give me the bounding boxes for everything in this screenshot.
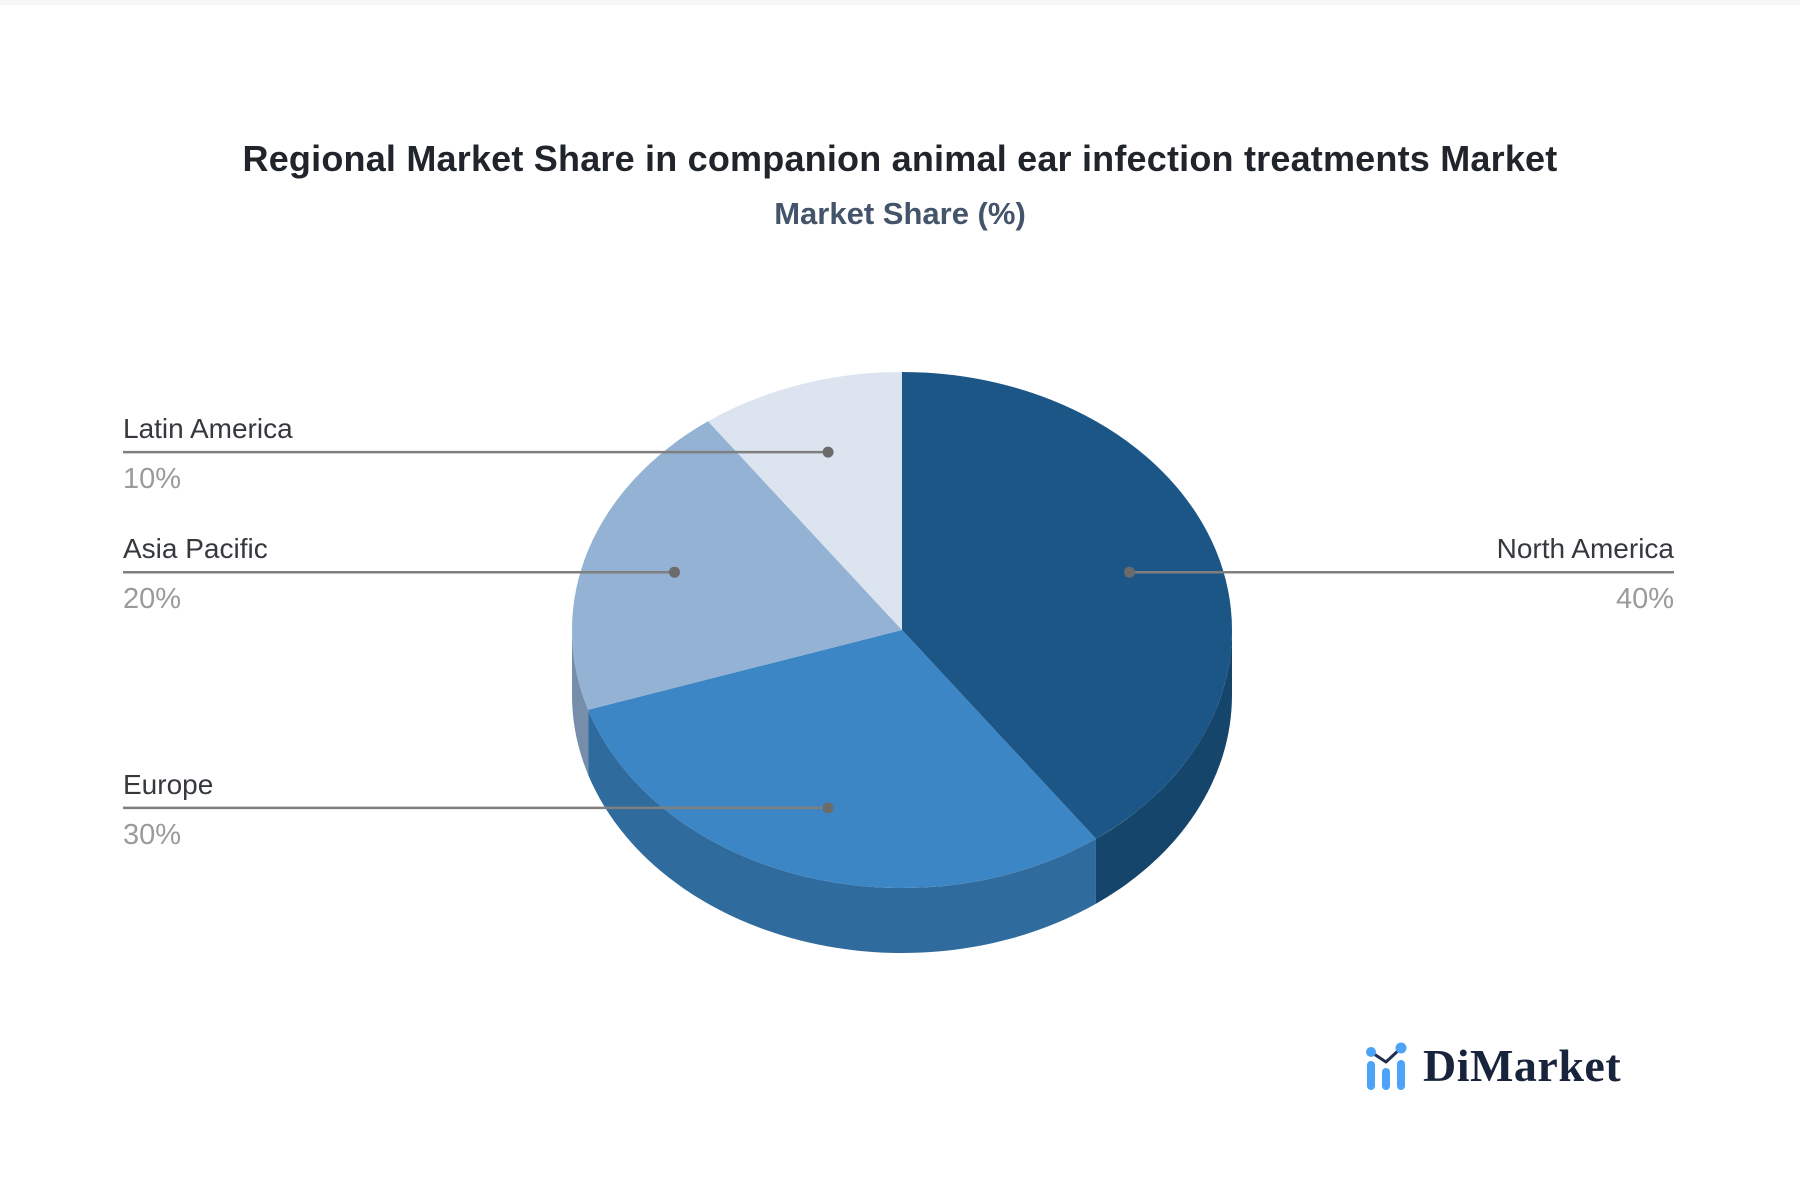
top-edge-strip [0, 0, 1800, 5]
callout-label: Asia Pacific [123, 533, 268, 565]
callout-label: North America [1496, 533, 1674, 565]
bar-line-chart-icon [1366, 1042, 1407, 1090]
pie-slice-europe [588, 630, 1096, 888]
dimarket-logo-text: DiMarket [1423, 1040, 1622, 1091]
callout-dot-north-america [1124, 566, 1136, 578]
pie-slice-asia-pacific [572, 421, 902, 710]
pie-side-europe [588, 709, 1096, 953]
pie-slice-north-america [902, 372, 1232, 839]
callout-dot-asia-pacific [668, 566, 680, 578]
pie-side-asia-pacific [572, 630, 589, 775]
callout-percent: 20% [123, 583, 182, 616]
callout-percent: 30% [123, 818, 182, 851]
dimarket-logo: DiMarket [1364, 1042, 1621, 1090]
chart-subtitle: Market Share (%) [774, 196, 1026, 231]
pie-side-north-america [1095, 630, 1232, 904]
callout-label: Latin America [123, 413, 293, 445]
pie-slice-latin-america [708, 372, 902, 630]
callout-dot-europe [822, 802, 834, 814]
callout-percent: 40% [1615, 583, 1674, 616]
chart-title: Regional Market Share in companion anima… [242, 138, 1558, 179]
callout-dot-latin-america [822, 446, 834, 458]
callout-label: Europe [123, 768, 214, 800]
callout-percent: 10% [123, 463, 182, 496]
